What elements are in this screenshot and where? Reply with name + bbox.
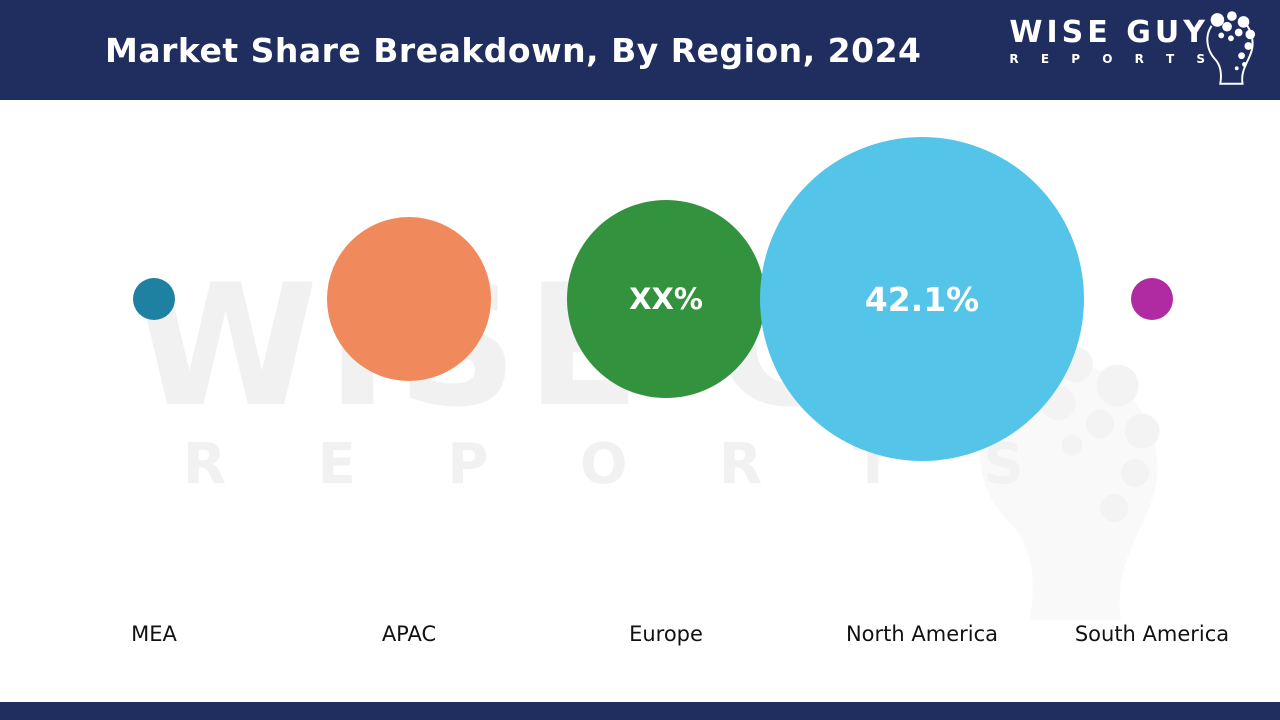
bubble-south-america xyxy=(1131,278,1173,320)
logo-wordmark: WISE GUY xyxy=(1009,15,1209,50)
category-label-north-america: North America xyxy=(845,622,999,646)
bubble-apac xyxy=(327,217,491,381)
bubble-value-north-america: 42.1% xyxy=(864,279,980,319)
category-label-europe: Europe xyxy=(629,622,703,646)
page-title: Market Share Breakdown, By Region, 2024 xyxy=(105,30,922,70)
header-bar: Market Share Breakdown, By Region, 2024 … xyxy=(0,0,1280,100)
logo-head-icon xyxy=(1206,11,1256,85)
bubble-north-america: 42.1% xyxy=(760,137,1084,461)
footer-bar xyxy=(0,702,1280,720)
category-label-apac: APAC xyxy=(381,622,437,646)
bubble-europe: XX% xyxy=(567,200,765,398)
bubble-mea xyxy=(133,278,175,320)
wise-guy-reports-logo: WISE GUY R E P O R T S xyxy=(1009,10,1258,86)
bubble-value-europe: XX% xyxy=(629,282,703,316)
category-label-mea: MEA xyxy=(131,622,177,646)
category-label-south-america: South America xyxy=(1074,622,1230,646)
logo-subtitle: R E P O R T S xyxy=(1009,52,1214,66)
logo-text: WISE GUY R E P O R T S xyxy=(1009,16,1214,66)
